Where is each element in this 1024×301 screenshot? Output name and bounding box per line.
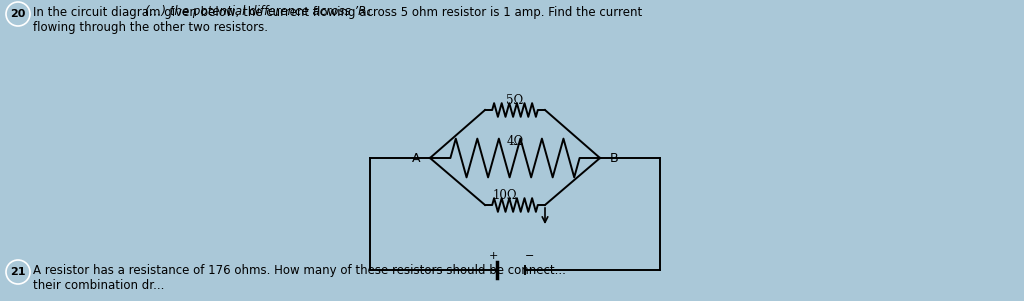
Text: A: A (412, 151, 420, 165)
Text: 20: 20 (10, 9, 26, 19)
Text: (…) the potential difference across ’R₁.: (…) the potential difference across ’R₁. (145, 5, 375, 18)
Text: 10Ω: 10Ω (493, 189, 517, 202)
Text: B: B (610, 151, 618, 165)
Text: their combination dr...: their combination dr... (33, 279, 165, 292)
Text: +: + (488, 251, 498, 261)
Text: −: − (525, 251, 535, 261)
Text: 4Ω: 4Ω (507, 135, 523, 148)
Text: flowing through the other two resistors.: flowing through the other two resistors. (33, 21, 268, 34)
Text: 5Ω: 5Ω (507, 94, 523, 107)
Text: In the circuit diagram given below, the current flowing across 5 ohm resistor is: In the circuit diagram given below, the … (33, 6, 642, 19)
Text: A resistor has a resistance of 176 ohms. How many of these resistors should be c: A resistor has a resistance of 176 ohms.… (33, 264, 566, 277)
Text: 21: 21 (10, 267, 26, 277)
